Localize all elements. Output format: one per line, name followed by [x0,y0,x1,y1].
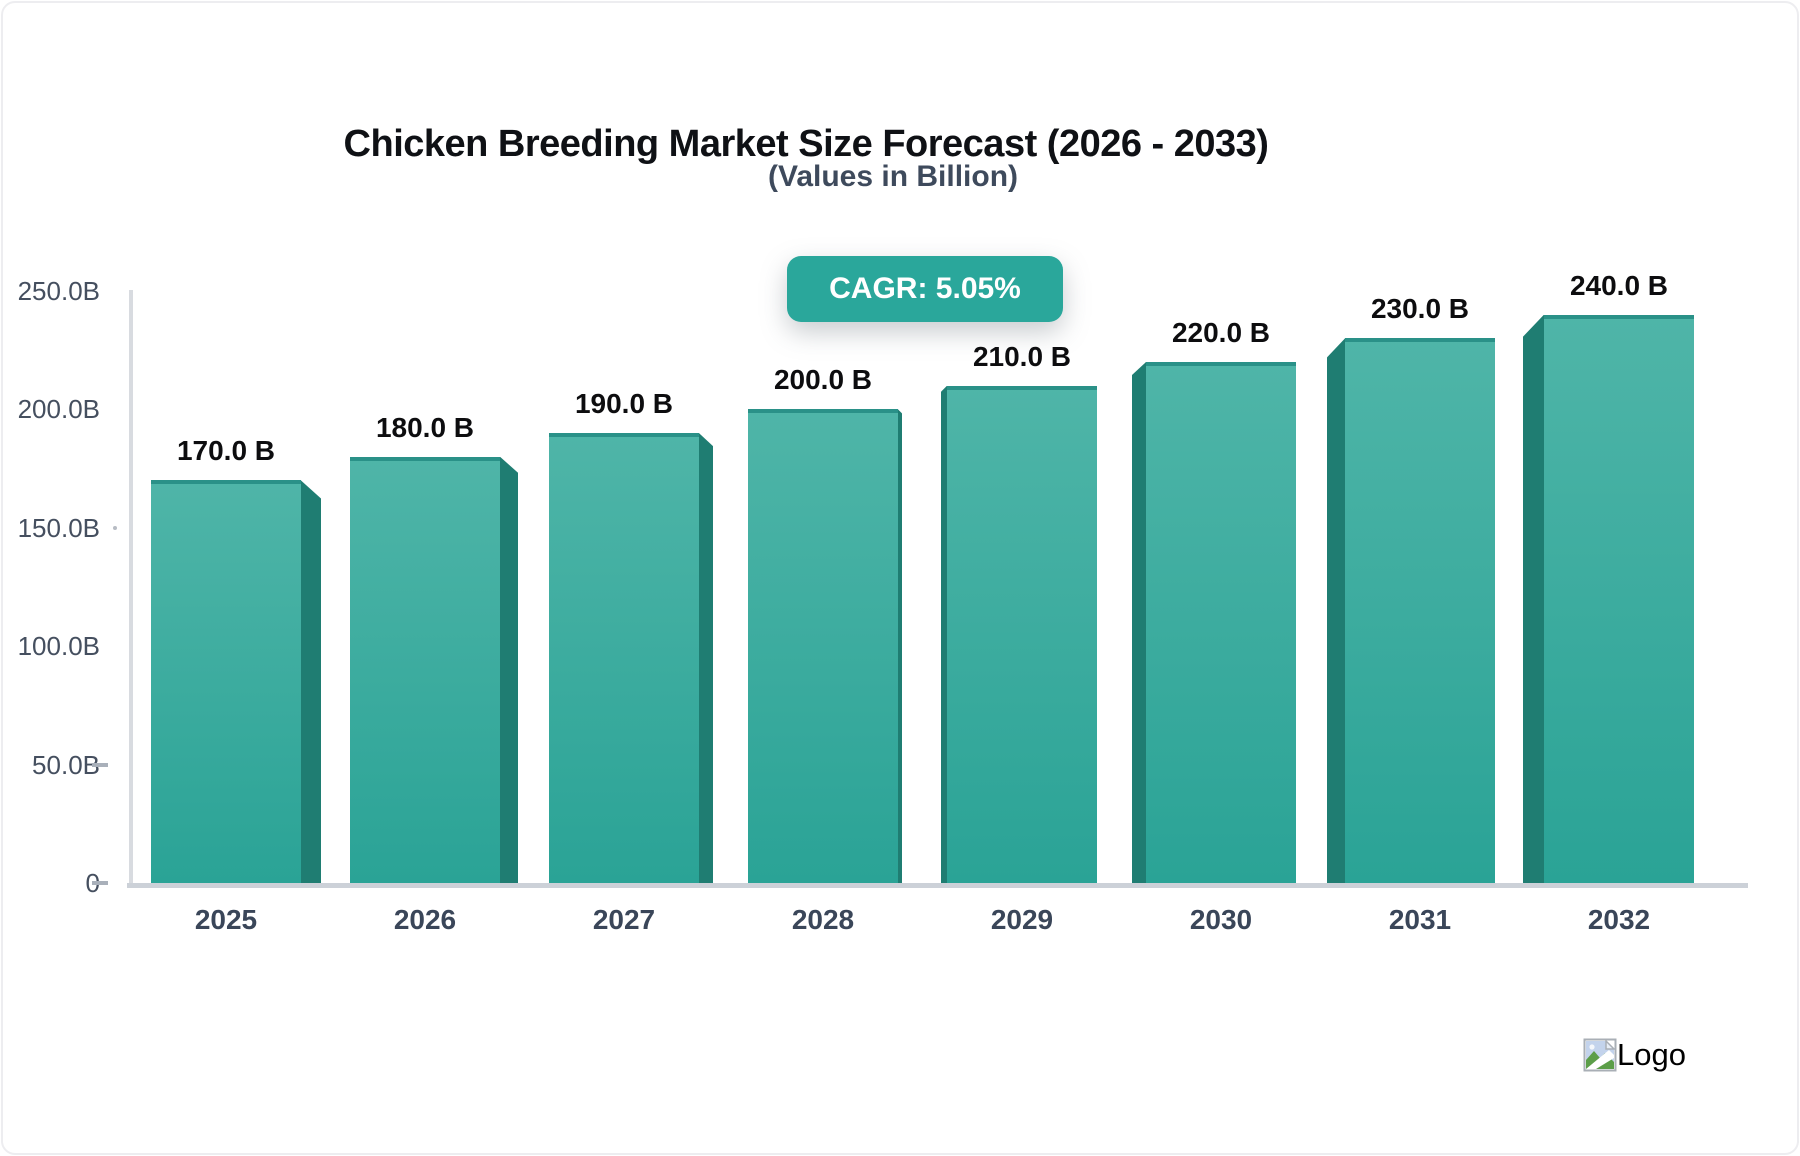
bar-top-face [549,433,699,438]
y-axis-tick-mark [92,881,108,885]
bar [350,456,500,883]
bar-side-face [1132,362,1146,883]
bar-top-face [1544,314,1694,319]
x-axis-category-label: 2025 [194,904,258,935]
bar-value-label: 200.0 B [773,364,873,396]
bar-top-face [947,385,1097,390]
bar-top-face [151,480,301,485]
bar-side-face [941,385,947,883]
y-axis-tick-label: 100.0B [17,631,100,662]
y-axis-tick-label: 50.0B [32,749,100,780]
bar-side-face [500,456,518,883]
x-axis-category-label: 2026 [393,904,457,935]
bar [549,433,699,883]
bar-top-face [350,456,500,461]
y-axis-tick-mark [113,525,117,530]
x-axis-line [127,883,1748,888]
bar [1345,338,1495,883]
bar-top-face [1345,338,1495,343]
bar-value-label: 210.0 B [972,340,1072,372]
bar-top-face [1146,362,1296,367]
chart-title: Chicken Breeding Market Size Forecast (2… [343,123,1269,166]
x-axis-category-label: 2030 [1189,904,1253,935]
chart-subtitle: (Values in Billion) [767,160,1019,193]
y-axis-line [129,290,133,888]
bar-value-label: 170.0 B [176,435,276,467]
x-axis-category-label: 2027 [592,904,656,935]
bar-side-face [1327,338,1345,883]
y-axis-tick-label: 0 [0,868,100,898]
x-axis-category-label: 2032 [1587,904,1651,935]
bar-top-face [748,409,898,414]
logo-alt-text: Logo [1617,1037,1686,1072]
bar-value-label: 180.0 B [375,411,475,443]
bar-value-label: 190.0 B [574,388,674,420]
logo: Logo [1583,1038,1686,1072]
bar-value-label: 240.0 B [1569,269,1669,301]
y-axis-tick-label: 150.0B [17,512,100,543]
cagr-badge: CAGR: 5.05% [787,256,1063,322]
bar-side-face [1523,314,1544,883]
bar [1146,362,1296,883]
bar-side-face [301,480,321,883]
bar [151,480,301,883]
bar [1544,314,1694,883]
y-axis-tick-label: 250.0B [17,276,100,306]
bar-side-face [699,433,713,883]
bar-value-label: 220.0 B [1171,317,1271,349]
x-axis-category-label: 2028 [791,904,855,935]
x-axis-category-label: 2031 [1388,904,1452,935]
y-axis-tick-mark [92,762,108,767]
y-axis-tick-label: 200.0B [17,394,100,425]
x-axis-category-label: 2029 [990,904,1054,935]
bar [947,385,1097,883]
bar [748,409,898,883]
broken-image-icon [1583,1038,1617,1072]
bar-value-label: 230.0 B [1370,293,1470,325]
bar-side-face [898,409,902,883]
